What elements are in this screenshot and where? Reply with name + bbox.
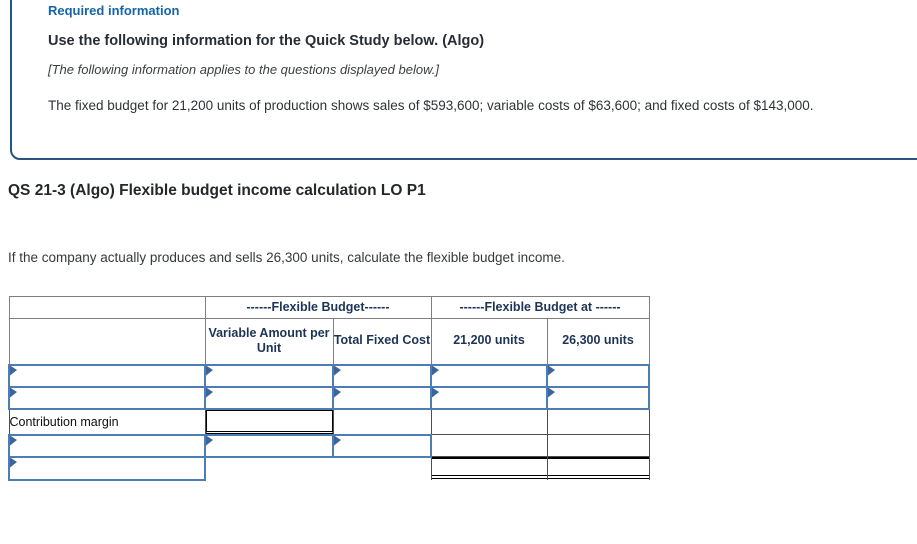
dropdown-cell-r5-label[interactable] <box>8 455 206 481</box>
variable-amount-per-unit-header: Variable Amount per Unit <box>204 318 334 365</box>
dropdown-marker-icon <box>10 435 17 446</box>
total-row <box>8 455 650 481</box>
dropdown-marker-icon <box>10 387 17 398</box>
input-row-1 <box>8 363 651 388</box>
total-underline-box <box>431 457 547 480</box>
dropdown-cell-r1-label[interactable] <box>8 363 206 388</box>
dropdown-marker-icon <box>334 435 341 446</box>
units-26300-header: 26,300 units <box>546 318 650 365</box>
corner-header-cell <box>8 296 206 319</box>
dropdown-marker-icon <box>432 365 439 376</box>
input-cell-r1-26300[interactable] <box>545 363 651 388</box>
contribution-margin-input-box[interactable] <box>205 409 333 434</box>
total-cell-21200 <box>430 456 548 480</box>
empty-cell-r4-21200 <box>430 434 548 457</box>
dropdown-marker-icon <box>206 365 213 376</box>
input-cell-r2-26300[interactable] <box>545 385 651 410</box>
contribution-margin-row: Contribution margin <box>8 408 650 435</box>
input-cell-r4-total-fixed[interactable] <box>332 433 432 458</box>
dropdown-cell-r4-label[interactable] <box>8 433 206 458</box>
flexible-budget-worksheet: ------Flexible Budget------ ------Flexib… <box>8 296 651 481</box>
blank-region <box>205 456 333 480</box>
input-cell-r1-total-fixed[interactable] <box>332 363 432 388</box>
empty-cell-r3-26300 <box>546 408 650 435</box>
question-instruction: If the company actually produces and sel… <box>8 250 565 265</box>
input-cell-r2-total-fixed[interactable] <box>332 385 432 410</box>
flexible-budget-at-group-header: ------Flexible Budget at ------ <box>430 296 650 319</box>
total-cell-26300 <box>546 456 650 480</box>
dropdown-marker-icon <box>334 365 341 376</box>
flexible-budget-group-header: ------Flexible Budget------ <box>204 296 432 319</box>
contribution-margin-input-cell[interactable] <box>204 408 334 435</box>
input-cell-r4-variable-amount[interactable] <box>204 433 334 458</box>
study-info-note: [The following information applies to th… <box>48 62 439 77</box>
input-cell-r2-variable-amount[interactable] <box>204 385 334 410</box>
dropdown-marker-icon <box>548 387 555 398</box>
input-row-4 <box>8 433 650 458</box>
dropdown-marker-icon <box>206 387 213 398</box>
required-information-panel: Required information Use the following i… <box>10 0 917 160</box>
dropdown-marker-icon <box>206 435 213 446</box>
total-underline-box <box>547 457 649 480</box>
study-info-body: The fixed budget for 21,200 units of pro… <box>48 98 814 113</box>
dropdown-marker-icon <box>432 387 439 398</box>
question-title: QS 21-3 (Algo) Flexible budget income ca… <box>8 182 426 199</box>
flexible-budget-table: ------Flexible Budget------ ------Flexib… <box>8 296 651 481</box>
dropdown-marker-icon <box>548 365 555 376</box>
required-information-label: Required information <box>48 3 180 18</box>
column-header-row: Variable Amount per Unit Total Fixed Cos… <box>8 318 650 365</box>
row-label-header-cell <box>8 318 206 365</box>
contribution-margin-label-cell: Contribution margin <box>8 408 206 435</box>
input-row-2 <box>8 385 651 410</box>
input-cell-r1-21200[interactable] <box>430 363 548 388</box>
empty-cell-r4-26300 <box>546 434 650 457</box>
dropdown-marker-icon <box>10 457 17 468</box>
dropdown-cell-r2-label[interactable] <box>8 385 206 410</box>
dropdown-marker-icon <box>334 387 341 398</box>
input-cell-r1-variable-amount[interactable] <box>204 363 334 388</box>
input-cell-r2-21200[interactable] <box>430 385 548 410</box>
empty-cell-r3-21200 <box>430 408 548 435</box>
empty-cell-r3-total-fixed <box>332 408 432 435</box>
dropdown-marker-icon <box>10 365 17 376</box>
blank-region <box>333 456 431 480</box>
units-21200-header: 21,200 units <box>430 318 548 365</box>
group-header-row: ------Flexible Budget------ ------Flexib… <box>8 296 650 319</box>
study-info-title: Use the following information for the Qu… <box>48 33 485 49</box>
total-fixed-cost-header: Total Fixed Cost <box>332 318 432 365</box>
